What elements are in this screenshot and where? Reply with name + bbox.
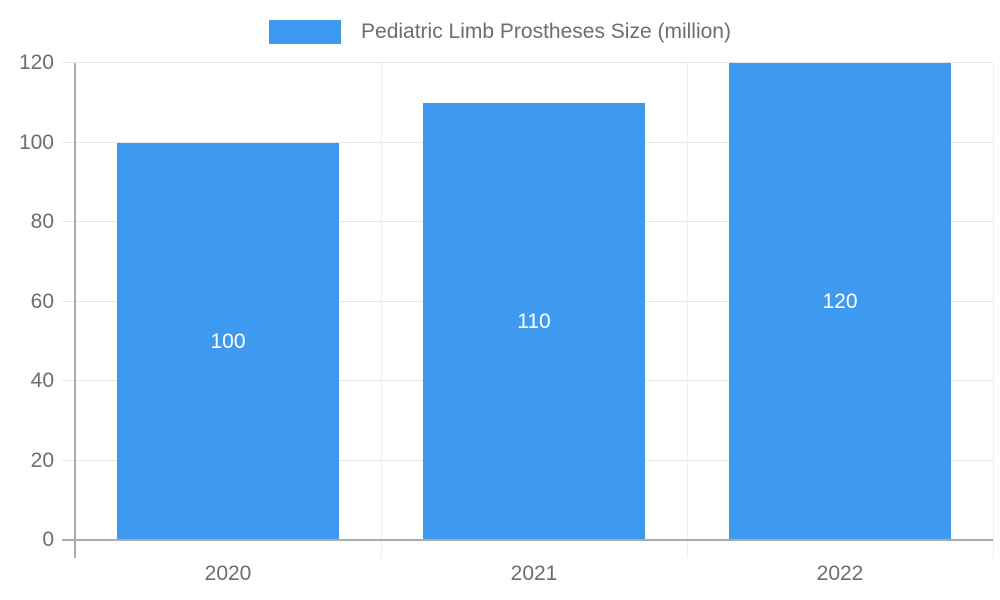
vertical-grid-line — [687, 63, 688, 558]
y-axis-line — [74, 63, 76, 558]
bar-value-label: 100 — [210, 330, 246, 353]
y-axis-label: 100 — [18, 131, 54, 154]
legend-series-label: Pediatric Limb Prostheses Size (million) — [361, 20, 731, 43]
y-axis-label: 80 — [30, 210, 54, 233]
bar[interactable]: 110 — [423, 103, 645, 540]
bar[interactable]: 120 — [729, 63, 951, 540]
grid-line — [62, 62, 993, 63]
bar[interactable]: 100 — [117, 143, 339, 541]
x-axis-label: 2021 — [510, 562, 558, 585]
y-axis-label: 0 — [42, 528, 54, 551]
bar-value-label: 120 — [822, 289, 858, 313]
vertical-grid-line — [993, 63, 994, 558]
bar-value-label: 110 — [517, 309, 551, 333]
y-axis-label: 40 — [30, 369, 54, 392]
y-axis-label: 60 — [30, 290, 54, 313]
x-axis-label: 2020 — [204, 562, 252, 585]
y-axis-label: 20 — [30, 449, 54, 472]
vertical-grid-line — [381, 63, 382, 558]
chart-legend[interactable]: Pediatric Limb Prostheses Size (million) — [0, 17, 1000, 47]
x-axis-label: 2022 — [816, 562, 864, 585]
legend-color-swatch — [269, 20, 342, 44]
y-axis-label: 120 — [18, 51, 54, 74]
x-axis-baseline — [62, 539, 993, 541]
